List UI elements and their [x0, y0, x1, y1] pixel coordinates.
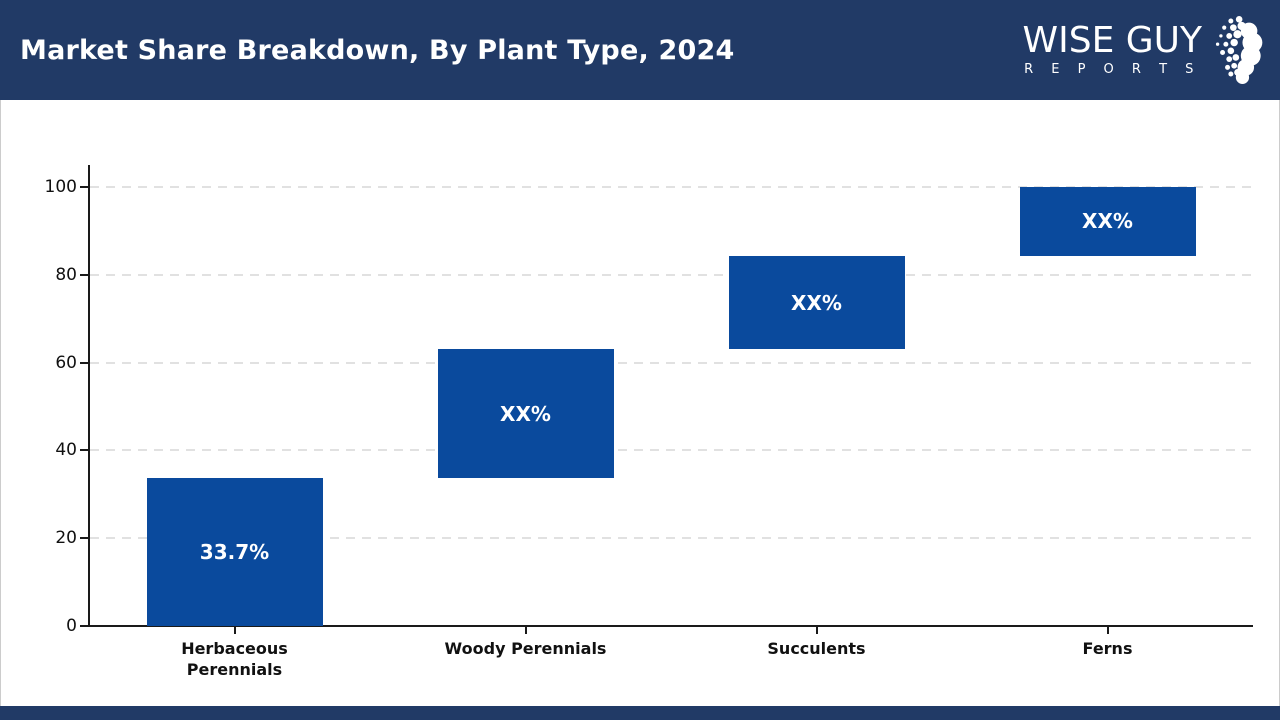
y-tick-label-0: 0	[66, 616, 77, 636]
bar-value-label-succulents: XX%	[791, 290, 842, 315]
gridline-20	[90, 537, 1253, 540]
chart-title: Market Share Breakdown, By Plant Type, 2…	[20, 34, 735, 66]
gridline-100	[90, 186, 1253, 188]
gridline-60	[90, 361, 1253, 364]
gridline-40	[90, 449, 1253, 452]
bar-value-label-woody-perennials: XX%	[500, 401, 551, 426]
x-tick-herbaceous-perennials	[233, 627, 236, 634]
brand-wordmark: WISE GUY	[1022, 20, 1203, 61]
y-tick-60	[80, 361, 88, 364]
x-category-label-succulents: Succulents	[767, 639, 866, 658]
gridline-80	[90, 273, 1253, 276]
y-tick-label-60: 60	[55, 352, 77, 373]
y-tick-40	[80, 449, 88, 452]
x-category-label-woody-perennials: Woody Perennials	[444, 639, 607, 658]
brand-logo: WISE GUY R E P O R T S	[1023, 8, 1280, 92]
bar-herbaceous-perennials	[146, 478, 323, 626]
bar-succulents	[728, 255, 905, 350]
dotted-face-profile-icon	[1215, 16, 1263, 84]
bar-value-label-ferns: XX%	[1082, 209, 1133, 234]
bar-value-label-herbaceous-perennials: 33.7%	[199, 540, 270, 565]
x-axis-line	[88, 625, 1253, 627]
x-tick-succulents	[815, 627, 818, 634]
y-tick-80	[80, 273, 88, 276]
x-tick-ferns	[1106, 627, 1109, 634]
brand-subtext: R E P O R T S	[1024, 62, 1201, 77]
footer-bar	[0, 706, 1280, 720]
y-tick-label-80: 80	[55, 264, 77, 285]
y-tick-0	[80, 625, 88, 627]
x-tick-woody-perennials	[524, 627, 527, 634]
header-bar: Market Share Breakdown, By Plant Type, 2…	[0, 0, 1280, 100]
x-category-label-herbaceous-perennials: Herbaceous Perennials	[181, 639, 288, 679]
chart-body: 0 20 40 60 80 100 33.7% XX% XX% XX% Herbaceous Pere…	[0, 100, 1280, 706]
y-tick-label-20: 20	[55, 528, 77, 549]
y-tick-label-40: 40	[55, 440, 77, 461]
y-tick-label-100: 100	[44, 177, 77, 197]
y-tick-20	[80, 537, 88, 540]
bar-ferns	[1019, 187, 1196, 256]
y-tick-100	[80, 186, 88, 188]
x-category-label-ferns: Ferns	[1082, 639, 1133, 658]
y-axis-line	[88, 165, 90, 627]
bar-woody-perennials	[437, 349, 614, 479]
